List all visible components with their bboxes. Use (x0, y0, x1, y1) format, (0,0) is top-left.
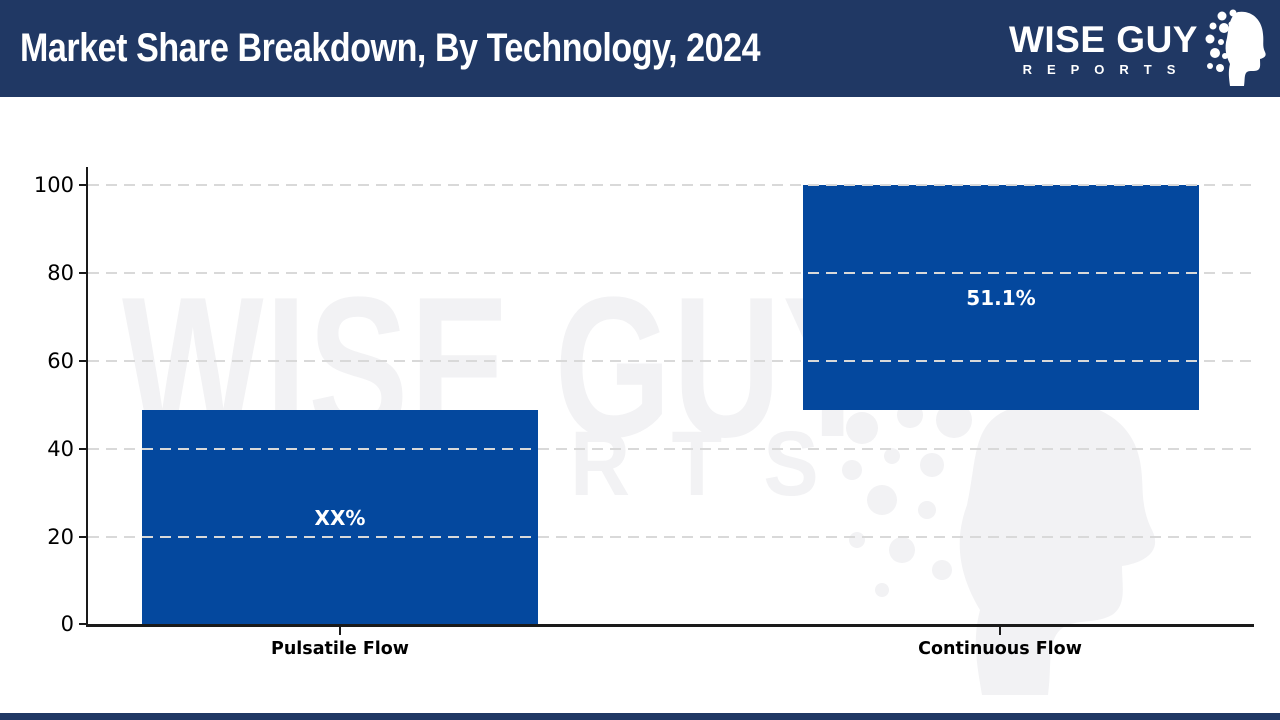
gridline-40 (88, 448, 1254, 450)
x-axis-line (86, 624, 1254, 627)
gridline-100 (88, 184, 1254, 186)
brand-subtitle: REPORTS (1022, 61, 1191, 77)
bar-value-label: 51.1% (966, 285, 1036, 310)
x-tick (339, 627, 341, 635)
brand-logo: WISE GUY REPORTS (1009, 6, 1268, 92)
bar-value-label: XX% (314, 505, 366, 530)
y-tick-label: 40 (47, 437, 74, 461)
y-tick-label: 80 (47, 261, 74, 285)
y-tick-label: 20 (47, 525, 74, 549)
head-profile-icon (1205, 9, 1266, 86)
y-tick (79, 360, 87, 362)
y-tick (79, 536, 87, 538)
bar-continuous-flow: 51.1% (803, 185, 1199, 410)
watermark-head-icon (842, 401, 1156, 695)
chart-title: Market Share Breakdown, By Technology, 2… (20, 26, 761, 70)
y-tick (79, 272, 87, 274)
bar-pulsatile-flow: XX% (142, 410, 538, 625)
brand-name: WISE GUY (1008, 18, 1198, 60)
y-axis-line (86, 167, 88, 627)
x-tick (999, 627, 1001, 635)
footer-bar (0, 713, 1280, 720)
header-bar: Market Share Breakdown, By Technology, 2… (0, 0, 1280, 97)
gridline-80 (88, 272, 1254, 274)
y-tick (79, 184, 87, 186)
brand-logo-text: WISE GUY REPORTS (1009, 21, 1198, 77)
y-tick (79, 448, 87, 450)
gridline-20 (88, 536, 1254, 538)
y-tick-label: 100 (33, 173, 74, 197)
x-category-label: Continuous Flow (918, 639, 1082, 659)
y-tick (79, 623, 87, 625)
gridline-60 (88, 360, 1254, 362)
y-tick-label: 0 (60, 612, 74, 636)
x-category-label: Pulsatile Flow (271, 639, 409, 659)
y-tick-label: 60 (47, 349, 74, 373)
